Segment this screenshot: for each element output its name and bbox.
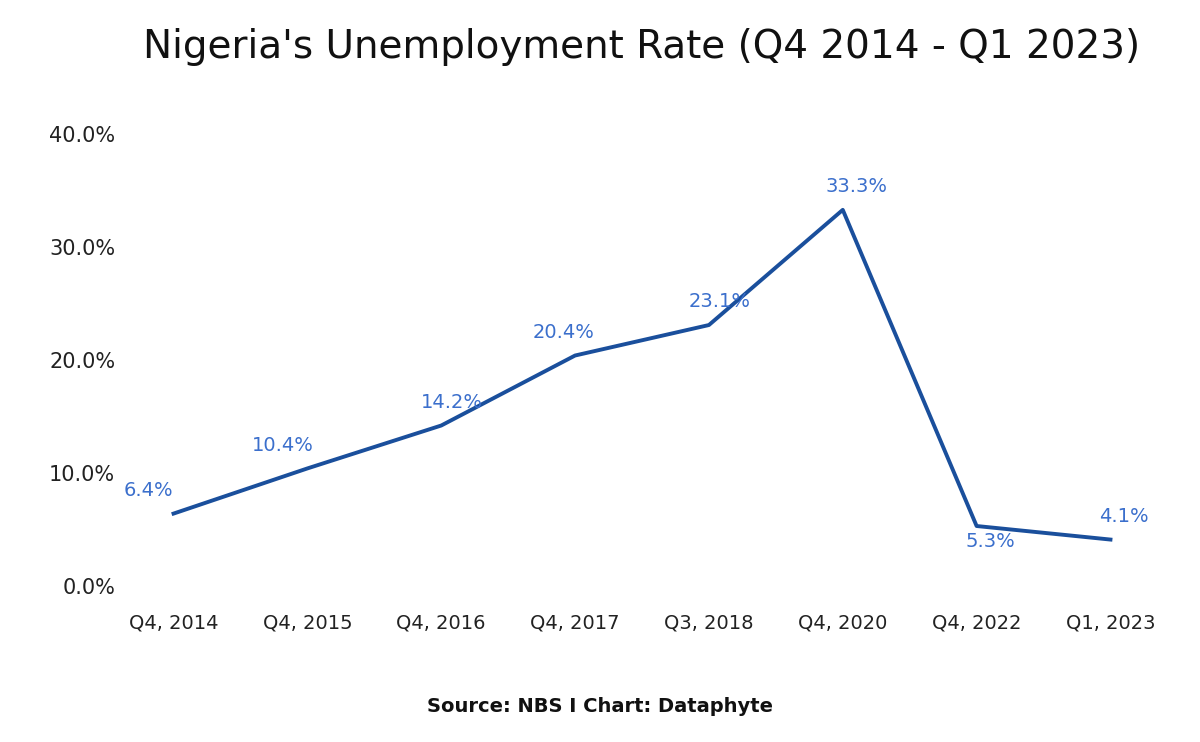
- Text: 20.4%: 20.4%: [533, 323, 595, 341]
- Text: 10.4%: 10.4%: [252, 436, 313, 455]
- Text: 5.3%: 5.3%: [966, 532, 1015, 551]
- Text: 6.4%: 6.4%: [124, 481, 173, 499]
- Text: 14.2%: 14.2%: [421, 393, 484, 412]
- Text: 4.1%: 4.1%: [1099, 507, 1150, 525]
- Text: 23.1%: 23.1%: [689, 292, 751, 311]
- Title: Nigeria's Unemployment Rate (Q4 2014 - Q1 2023): Nigeria's Unemployment Rate (Q4 2014 - Q…: [144, 28, 1140, 67]
- Text: 33.3%: 33.3%: [826, 177, 888, 196]
- Text: Source: NBS I Chart: Dataphyte: Source: NBS I Chart: Dataphyte: [427, 697, 773, 716]
